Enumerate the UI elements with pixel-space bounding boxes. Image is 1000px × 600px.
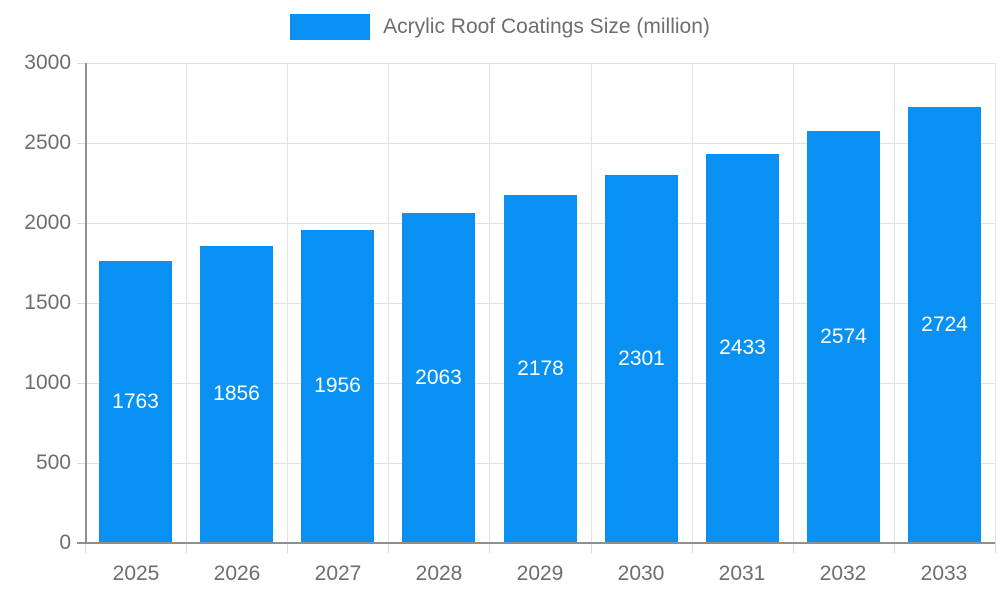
x-tick: [995, 543, 996, 553]
y-tick: [77, 223, 85, 224]
y-gridline: [85, 63, 995, 64]
bar: 2301: [605, 175, 678, 542]
bar-value-label: 1956: [314, 374, 361, 397]
y-tick-label: 0: [59, 531, 71, 554]
legend: Acrylic Roof Coatings Size (million): [0, 14, 1000, 40]
bar-value-label: 2301: [618, 346, 665, 370]
x-tick-label: 2027: [314, 562, 362, 585]
x-tick-label: 2028: [415, 562, 463, 585]
x-tick: [793, 543, 794, 553]
bar-value-label: 2724: [921, 312, 968, 336]
x-tick-label: 2031: [718, 562, 766, 585]
bar-value-label: 2433: [719, 336, 766, 359]
x-tick: [85, 543, 86, 553]
x-tick: [692, 543, 693, 553]
x-gridline: [186, 63, 187, 543]
x-axis-line: [77, 542, 995, 544]
bar-value-label: 2574: [820, 324, 867, 348]
x-tick: [591, 543, 592, 553]
bar: 1763: [99, 261, 172, 542]
bar: 2063: [402, 213, 475, 542]
y-tick: [77, 143, 85, 144]
x-tick-label: 2032: [819, 562, 867, 585]
y-axis-line: [85, 63, 87, 543]
y-tick-label: 3000: [24, 51, 71, 74]
x-tick: [388, 543, 389, 553]
y-tick: [77, 463, 85, 464]
x-gridline: [692, 63, 693, 543]
bar-value-label: 1856: [213, 382, 260, 405]
legend-label: Acrylic Roof Coatings Size (million): [383, 15, 710, 38]
y-tick-label: 500: [35, 451, 71, 474]
y-gridline: [85, 143, 995, 144]
x-gridline: [388, 63, 389, 543]
x-gridline: [793, 63, 794, 543]
y-tick-label: 1000: [24, 371, 71, 394]
x-gridline: [591, 63, 592, 543]
bar: 2433: [706, 154, 779, 542]
legend-color-swatch: [290, 14, 371, 40]
bar-value-label: 2178: [517, 356, 564, 380]
x-tick: [894, 543, 895, 553]
bar: 1856: [200, 246, 273, 542]
x-tick-label: 2030: [617, 562, 665, 585]
y-tick: [77, 63, 85, 64]
bar: 2724: [908, 107, 981, 542]
y-tick: [77, 303, 85, 304]
x-gridline: [489, 63, 490, 543]
y-tick: [77, 383, 85, 384]
x-tick-label: 2029: [516, 562, 564, 585]
x-tick-label: 2026: [213, 562, 261, 585]
bar-value-label: 1763: [112, 389, 159, 413]
x-tick-label: 2033: [920, 562, 968, 585]
x-gridline: [894, 63, 895, 543]
y-tick-label: 2000: [24, 211, 71, 234]
x-tick: [287, 543, 288, 553]
bar: 2574: [807, 131, 880, 542]
y-tick-label: 2500: [24, 131, 71, 154]
x-tick: [489, 543, 490, 553]
bar-value-label: 2063: [415, 365, 462, 389]
bar: 2178: [504, 195, 577, 542]
x-tick-label: 2025: [112, 562, 160, 585]
x-tick: [186, 543, 187, 553]
x-gridline: [287, 63, 288, 543]
x-gridline: [995, 63, 996, 543]
y-tick-label: 1500: [24, 291, 71, 314]
bar: 1956: [301, 230, 374, 542]
